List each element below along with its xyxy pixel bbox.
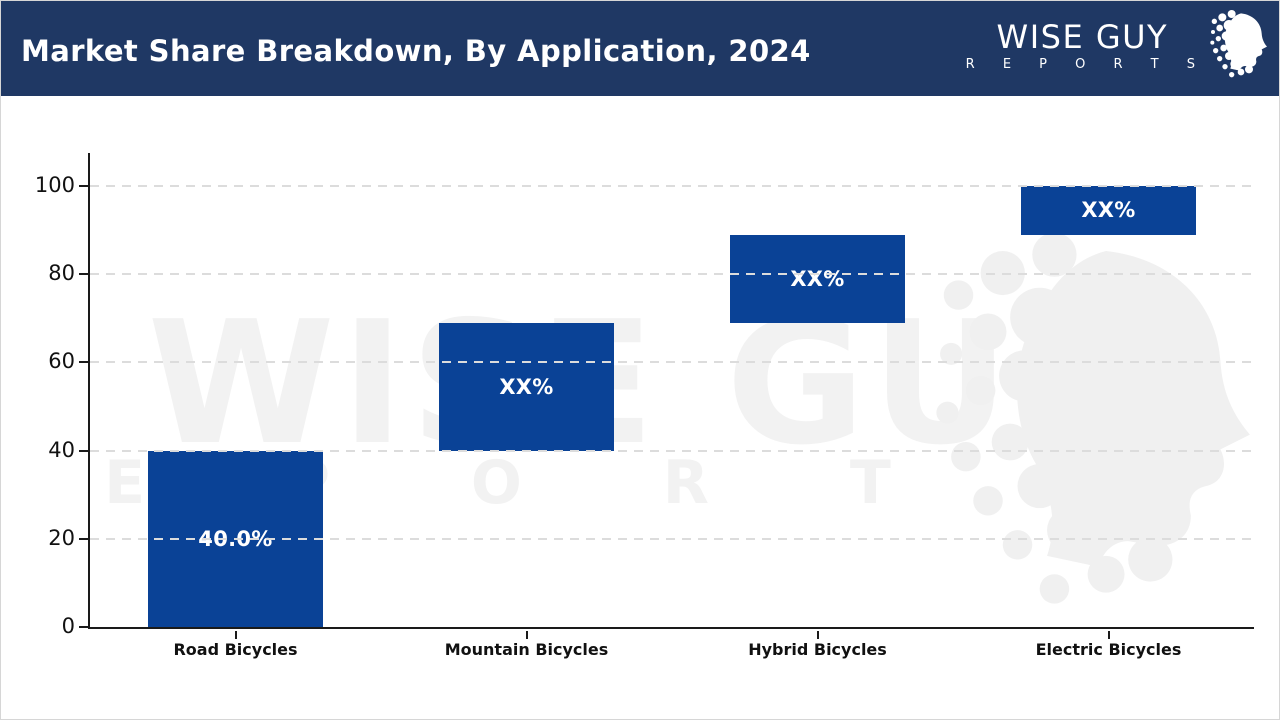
bar-value-label: XX% <box>790 266 845 291</box>
y-tick-label: 80 <box>48 261 75 286</box>
y-tick-label: 0 <box>61 614 75 639</box>
gridline-y-40 <box>90 449 1254 452</box>
gridline-y-20 <box>90 537 1254 540</box>
x-category-label: Electric Bicycles <box>1035 640 1182 659</box>
y-tick-mark <box>79 185 88 188</box>
bar-segment: XX% <box>1021 186 1196 235</box>
page-title: Market Share Breakdown, By Application, … <box>21 34 811 68</box>
x-category-label: Hybrid Bicycles <box>748 640 887 659</box>
y-tick-mark <box>79 537 88 540</box>
y-tick-label: 60 <box>48 349 75 374</box>
x-category-label: Road Bicycles <box>173 640 298 659</box>
y-tick-label: 40 <box>48 437 75 462</box>
brand-logo: WISE GUY R E P O R T S <box>958 7 1269 85</box>
y-axis-labels: 0 20 40 60 80 100 <box>1 153 75 637</box>
plot-area: 40.0% Road Bicycles XX% Mountain Bicycles XX… <box>79 153 1254 659</box>
brand-logo-text: WISE GUY R E P O R T S <box>958 18 1207 72</box>
y-tick-label: 20 <box>48 525 75 550</box>
y-tick-mark <box>79 273 88 276</box>
brand-subname: R E P O R T S <box>965 56 1207 72</box>
bar-segment: XX% <box>730 234 905 323</box>
dotted-head-icon <box>1210 10 1267 78</box>
bar-value-label: XX% <box>499 374 554 399</box>
x-tick-mark <box>234 631 237 639</box>
y-tick-mark <box>79 449 88 452</box>
x-tick-mark <box>816 631 819 639</box>
brand-name: WISE GUY <box>996 18 1169 57</box>
x-tick-mark <box>1107 631 1110 639</box>
bar-value-label: XX% <box>1081 198 1136 223</box>
y-tick-mark <box>79 361 88 364</box>
x-tick-mark <box>525 631 528 639</box>
gridline-y-100 <box>90 185 1254 188</box>
header-band: Market Share Breakdown, By Application, … <box>1 1 1279 96</box>
gridline-y-60 <box>90 361 1254 364</box>
x-category-label: Mountain Bicycles <box>444 640 609 659</box>
bar-segment: XX% <box>439 322 614 451</box>
gridline-y-80 <box>90 273 1254 276</box>
y-tick-label: 100 <box>34 173 75 198</box>
y-tick-mark <box>79 626 88 628</box>
